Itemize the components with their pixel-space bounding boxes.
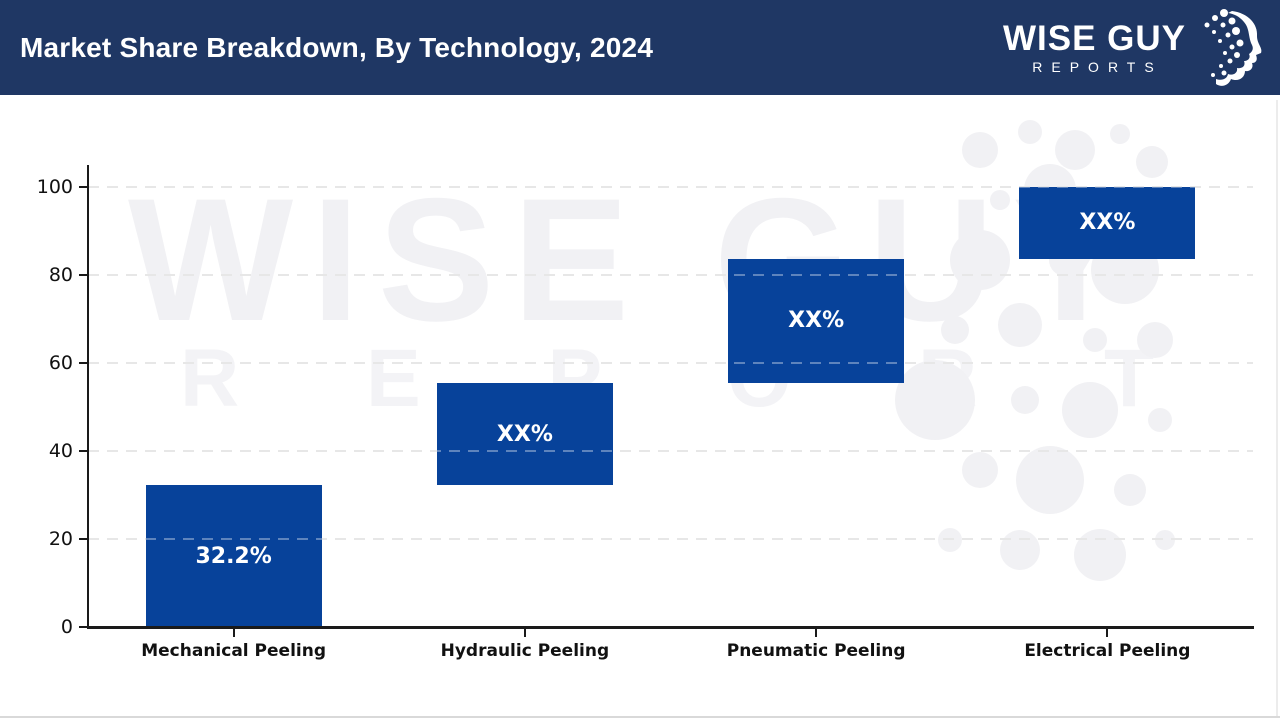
x-tick [232, 628, 235, 637]
x-axis-line [87, 626, 1254, 629]
gridline [88, 362, 1253, 364]
wiseguy-face-icon [1204, 8, 1262, 86]
gridline [88, 450, 1253, 452]
gridline [88, 538, 1253, 540]
y-tick [79, 450, 88, 452]
gridline-overlay [88, 274, 1253, 276]
brand-subname: REPORTS [1032, 58, 1163, 75]
x-tick-label: Mechanical Peeling [141, 641, 327, 661]
bar: XX% [1019, 187, 1196, 259]
y-tick [79, 626, 88, 628]
y-tick-label: 60 [48, 352, 73, 374]
y-tick-label: 80 [48, 264, 73, 286]
y-tick [79, 538, 88, 540]
gridline-overlay [88, 450, 1253, 452]
y-tick-label: 100 [36, 176, 73, 198]
x-tick [815, 628, 818, 637]
x-tick [523, 628, 526, 637]
y-tick-label: 0 [60, 616, 73, 638]
y-tick [79, 274, 88, 276]
header-bar: Market Share Breakdown, By Technology, 2… [0, 0, 1280, 95]
y-tick-label: 20 [48, 528, 73, 550]
watermark-face-dots [895, 120, 1182, 581]
gridline-overlay [88, 538, 1253, 540]
brand-name: WISE GUY [1002, 18, 1186, 58]
brand-logo: WISE GUY REPORTS [1003, 0, 1266, 95]
bar: 32.2% [145, 485, 322, 627]
bar-value-label: 32.2% [195, 543, 272, 569]
bar: XX% [436, 382, 613, 486]
brand-logo-text: WISE GUY REPORTS [1002, 18, 1186, 75]
bottom-divider [0, 716, 1280, 718]
x-tick [1106, 628, 1109, 637]
bar-value-label: XX% [788, 308, 845, 334]
x-tick-label: Hydraulic Peeling [440, 641, 610, 661]
y-tick [79, 362, 88, 364]
bar-value-label: XX% [1079, 210, 1136, 236]
x-tick-label: Pneumatic Peeling [726, 641, 906, 661]
page-title: Market Share Breakdown, By Technology, 2… [20, 31, 654, 63]
y-tick-label: 40 [48, 440, 73, 462]
gridline [88, 186, 1253, 188]
gridline-overlay [88, 186, 1253, 188]
y-tick [79, 186, 88, 188]
gridline-overlay [88, 362, 1253, 364]
bar: XX% [728, 258, 905, 383]
y-axis-line [87, 165, 89, 629]
bar-value-label: XX% [496, 421, 553, 447]
gridline [88, 274, 1253, 276]
x-tick-label: Electrical Peeling [1024, 641, 1191, 661]
right-divider [1276, 100, 1278, 716]
